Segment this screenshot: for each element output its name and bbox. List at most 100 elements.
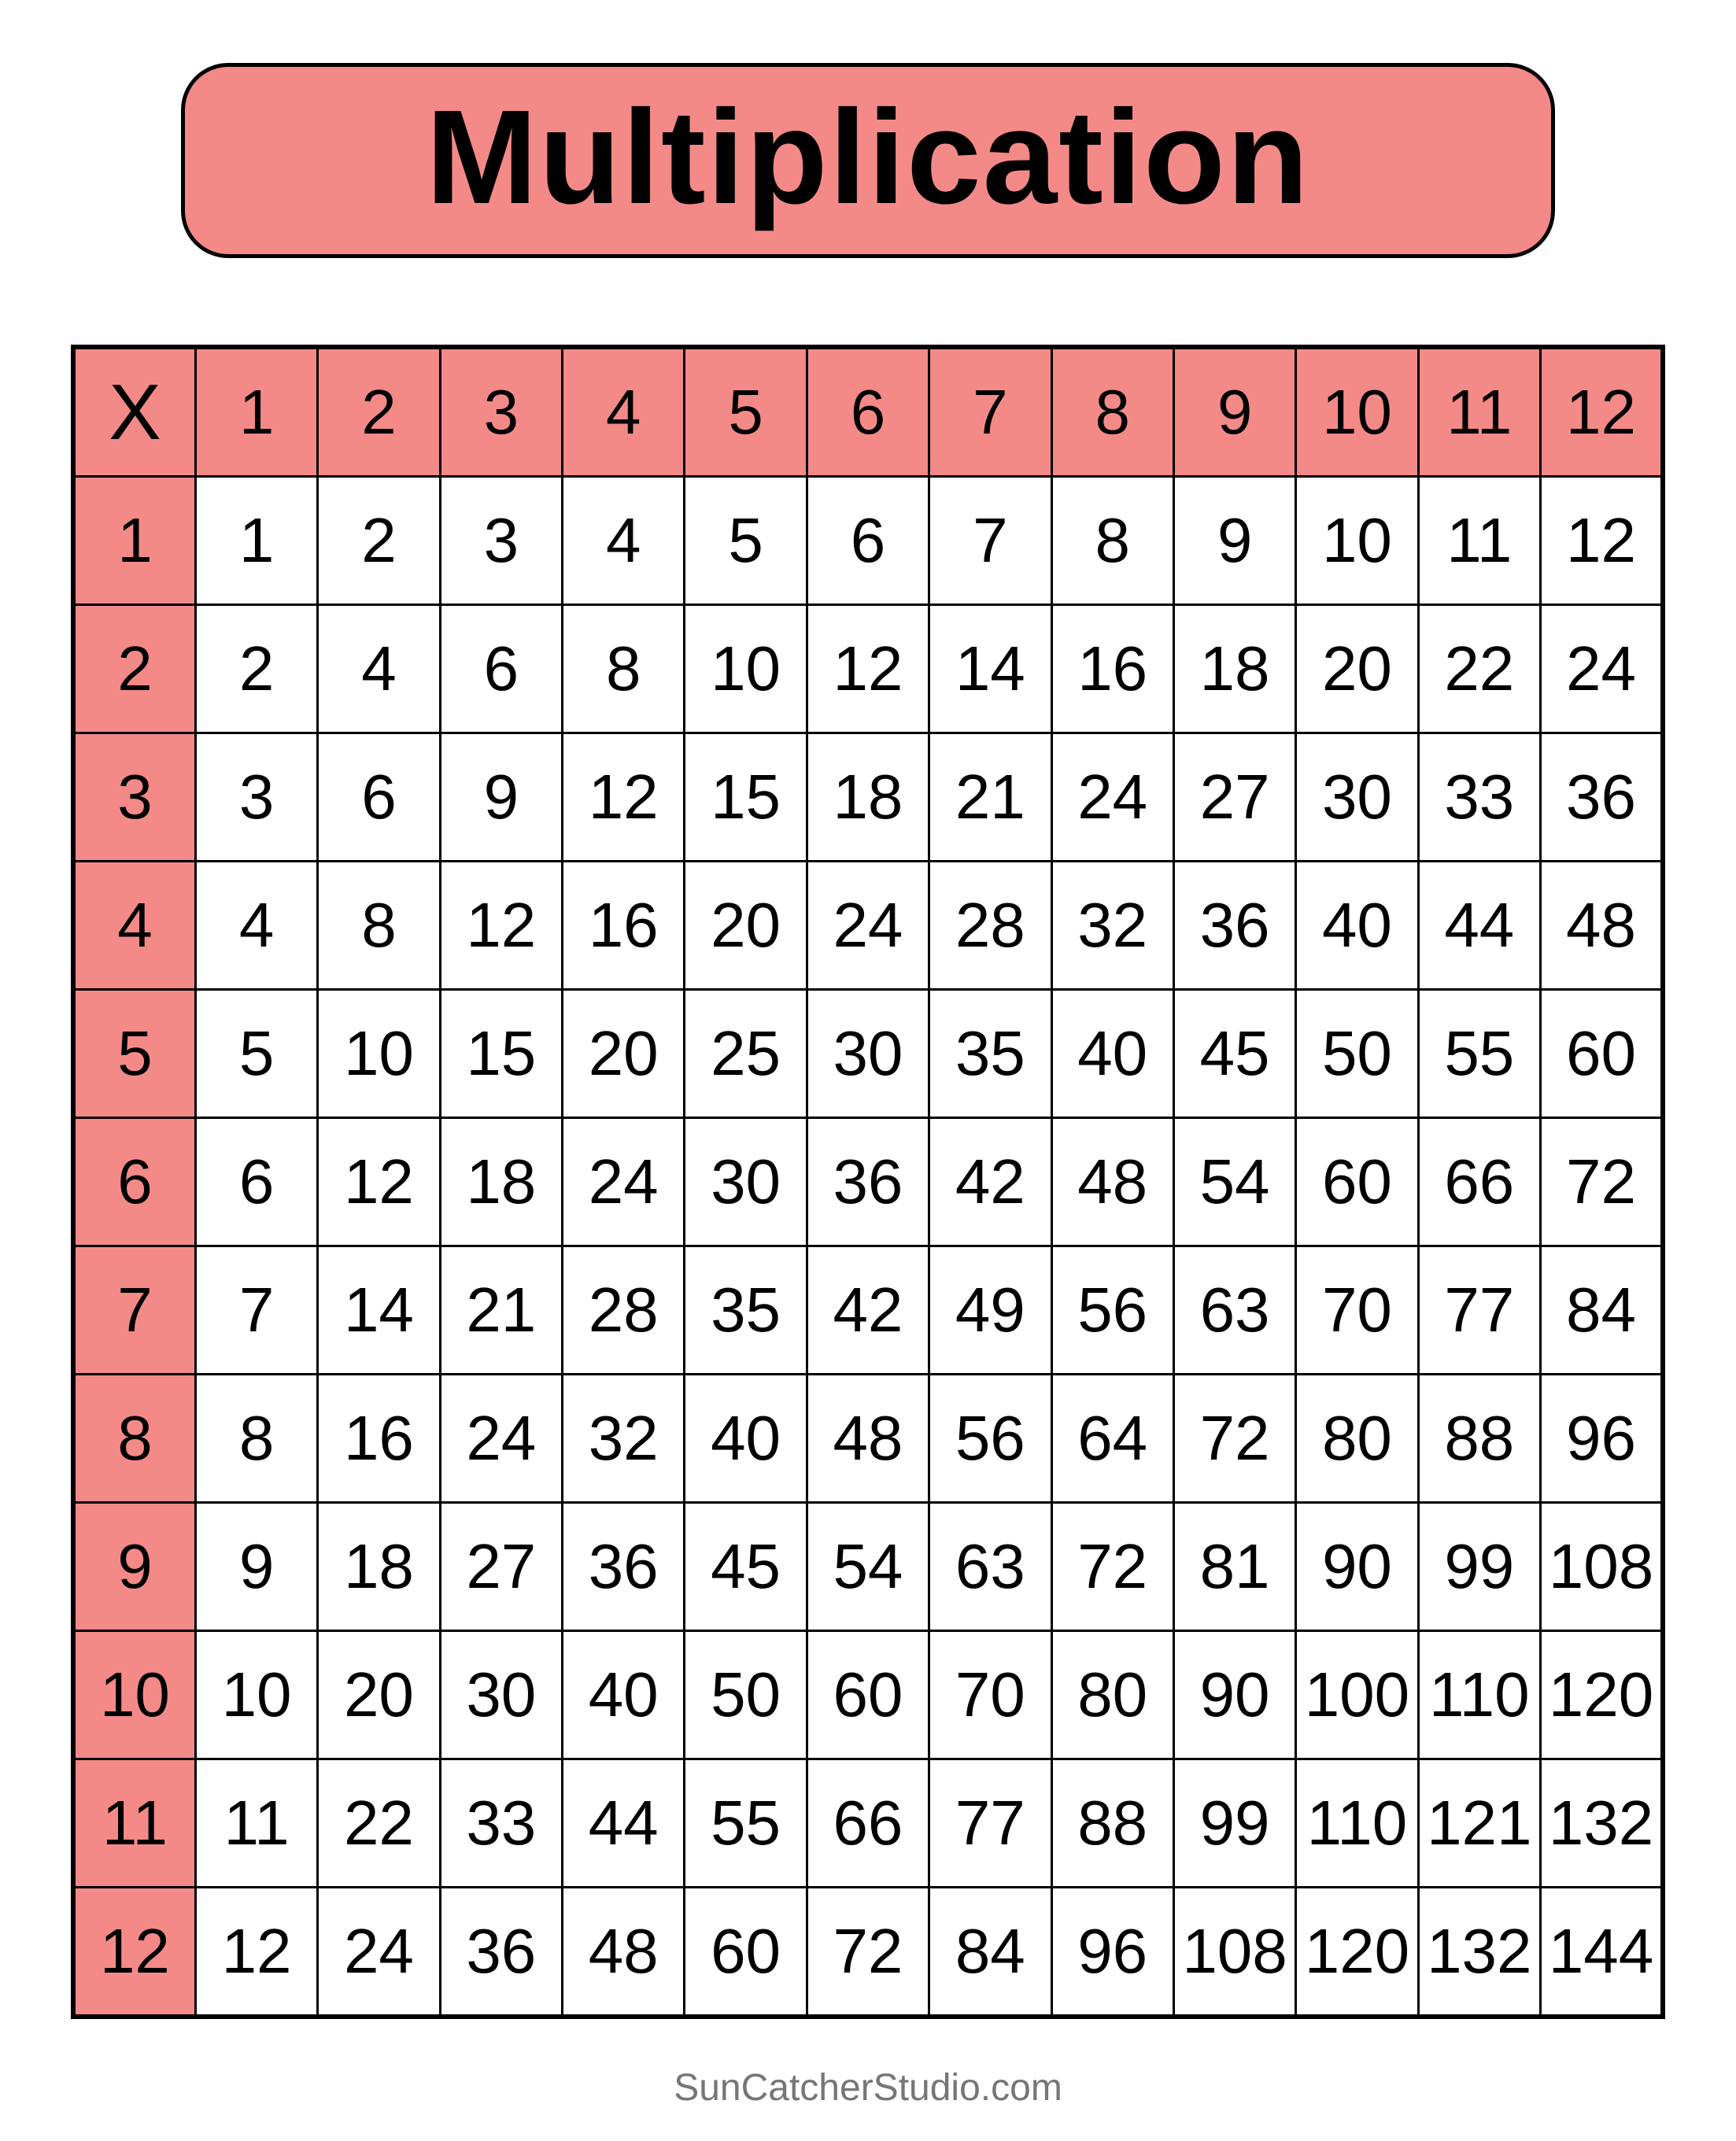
data-cell: 35	[929, 990, 1051, 1118]
data-cell: 16	[318, 1375, 440, 1503]
data-cell: 40	[1051, 990, 1173, 1118]
data-cell: 24	[1541, 605, 1664, 733]
data-cell: 54	[1173, 1118, 1295, 1246]
data-cell: 2	[195, 605, 317, 733]
data-cell: 120	[1541, 1631, 1664, 1759]
data-cell: 11	[1418, 477, 1540, 605]
data-cell: 100	[1296, 1631, 1418, 1759]
row-header: 5	[73, 990, 195, 1118]
data-cell: 27	[1173, 733, 1295, 862]
data-cell: 36	[807, 1118, 929, 1246]
data-cell: 54	[807, 1503, 929, 1631]
data-cell: 27	[440, 1503, 562, 1631]
column-header: 11	[1418, 347, 1540, 477]
data-cell: 72	[1051, 1503, 1173, 1631]
data-cell: 14	[318, 1246, 440, 1375]
data-cell: 72	[807, 1888, 929, 2017]
data-cell: 24	[440, 1375, 562, 1503]
column-header: 8	[1051, 347, 1173, 477]
data-cell: 64	[1051, 1375, 1173, 1503]
data-cell: 40	[1296, 862, 1418, 990]
row-header: 12	[73, 1888, 195, 2017]
data-cell: 42	[929, 1118, 1051, 1246]
data-cell: 84	[929, 1888, 1051, 2017]
data-cell: 30	[685, 1118, 807, 1246]
data-cell: 55	[685, 1759, 807, 1888]
data-cell: 15	[440, 990, 562, 1118]
data-cell: 8	[195, 1375, 317, 1503]
data-cell: 66	[1418, 1118, 1540, 1246]
table-row: 771421283542495663707784	[73, 1246, 1663, 1375]
data-cell: 9	[1173, 477, 1295, 605]
row-header: 6	[73, 1118, 195, 1246]
data-cell: 12	[1541, 477, 1664, 605]
column-header: 2	[318, 347, 440, 477]
data-cell: 33	[440, 1759, 562, 1888]
footer-attribution: SunCatcherStudio.com	[71, 2066, 1665, 2110]
row-header: 1	[73, 477, 195, 605]
data-cell: 40	[563, 1631, 685, 1759]
data-cell: 56	[929, 1375, 1051, 1503]
data-cell: 12	[440, 862, 562, 990]
multiplication-table: X123456789101112112345678910111222468101…	[71, 345, 1665, 2019]
data-cell: 8	[563, 605, 685, 733]
data-cell: 33	[1418, 733, 1540, 862]
data-cell: 18	[1173, 605, 1295, 733]
column-header: 7	[929, 347, 1051, 477]
data-cell: 36	[1541, 733, 1664, 862]
column-header: 1	[195, 347, 317, 477]
table-row: 881624324048566472808896	[73, 1375, 1663, 1503]
data-cell: 80	[1051, 1631, 1173, 1759]
data-cell: 20	[563, 990, 685, 1118]
data-cell: 18	[318, 1503, 440, 1631]
data-cell: 30	[440, 1631, 562, 1759]
table-row: 44812162024283236404448	[73, 862, 1663, 990]
data-cell: 6	[440, 605, 562, 733]
data-cell: 15	[685, 733, 807, 862]
table-corner-cell: X	[73, 347, 195, 477]
data-cell: 24	[318, 1888, 440, 2017]
data-cell: 90	[1173, 1631, 1295, 1759]
data-cell: 72	[1541, 1118, 1664, 1246]
data-cell: 60	[807, 1631, 929, 1759]
data-cell: 8	[1051, 477, 1173, 605]
data-cell: 88	[1051, 1759, 1173, 1888]
row-header: 10	[73, 1631, 195, 1759]
data-cell: 63	[1173, 1246, 1295, 1375]
data-cell: 4	[563, 477, 685, 605]
data-cell: 24	[807, 862, 929, 990]
data-cell: 25	[685, 990, 807, 1118]
table-row: 9918273645546372819099108	[73, 1503, 1663, 1631]
row-header: 2	[73, 605, 195, 733]
data-cell: 30	[807, 990, 929, 1118]
data-cell: 3	[195, 733, 317, 862]
data-cell: 70	[1296, 1246, 1418, 1375]
data-cell: 7	[195, 1246, 317, 1375]
row-header: 9	[73, 1503, 195, 1631]
data-cell: 20	[1296, 605, 1418, 733]
table-row: 551015202530354045505560	[73, 990, 1663, 1118]
data-cell: 12	[195, 1888, 317, 2017]
data-cell: 60	[1541, 990, 1664, 1118]
data-cell: 6	[195, 1118, 317, 1246]
data-cell: 35	[685, 1246, 807, 1375]
data-cell: 55	[1418, 990, 1540, 1118]
row-header: 7	[73, 1246, 195, 1375]
data-cell: 5	[685, 477, 807, 605]
data-cell: 63	[929, 1503, 1051, 1631]
data-cell: 42	[807, 1246, 929, 1375]
data-cell: 121	[1418, 1759, 1540, 1888]
data-cell: 20	[685, 862, 807, 990]
table-row: 224681012141618202224	[73, 605, 1663, 733]
data-cell: 10	[195, 1631, 317, 1759]
data-cell: 20	[318, 1631, 440, 1759]
data-cell: 88	[1418, 1375, 1540, 1503]
data-cell: 2	[318, 477, 440, 605]
data-cell: 60	[685, 1888, 807, 2017]
data-cell: 81	[1173, 1503, 1295, 1631]
data-cell: 8	[318, 862, 440, 990]
data-cell: 132	[1418, 1888, 1540, 2017]
data-cell: 3	[440, 477, 562, 605]
data-cell: 120	[1296, 1888, 1418, 2017]
data-cell: 110	[1296, 1759, 1418, 1888]
